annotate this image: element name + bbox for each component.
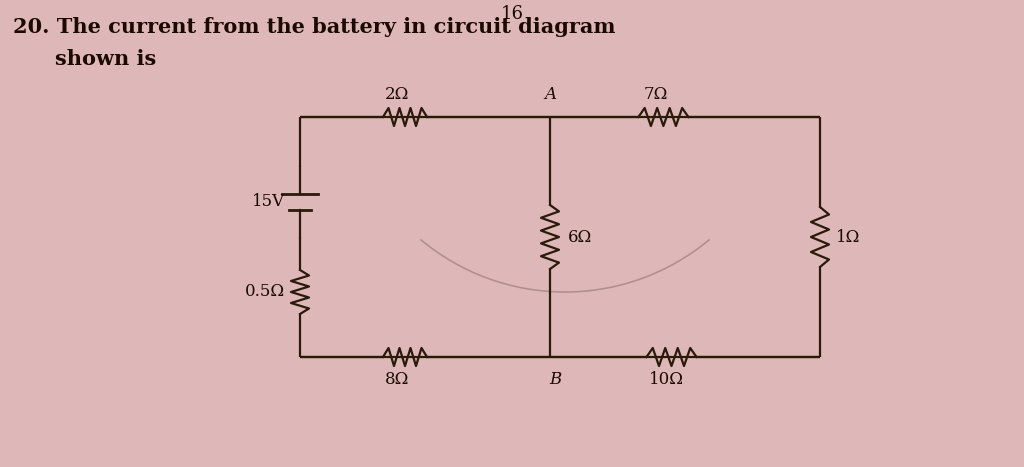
- Text: 16: 16: [501, 5, 523, 23]
- Text: B: B: [549, 371, 561, 388]
- Text: A: A: [544, 86, 556, 103]
- Text: 6Ω: 6Ω: [568, 228, 592, 246]
- Text: 0.5Ω: 0.5Ω: [245, 283, 285, 300]
- Text: shown is: shown is: [55, 49, 157, 69]
- Text: 15V: 15V: [252, 193, 285, 211]
- Text: 7Ω: 7Ω: [643, 86, 668, 103]
- Text: 2Ω: 2Ω: [385, 86, 410, 103]
- Text: 1Ω: 1Ω: [836, 228, 860, 246]
- Text: 20. The current from the battery in circuit diagram: 20. The current from the battery in circ…: [13, 17, 615, 37]
- Text: 8Ω: 8Ω: [385, 371, 410, 388]
- Text: 10Ω: 10Ω: [649, 371, 684, 388]
